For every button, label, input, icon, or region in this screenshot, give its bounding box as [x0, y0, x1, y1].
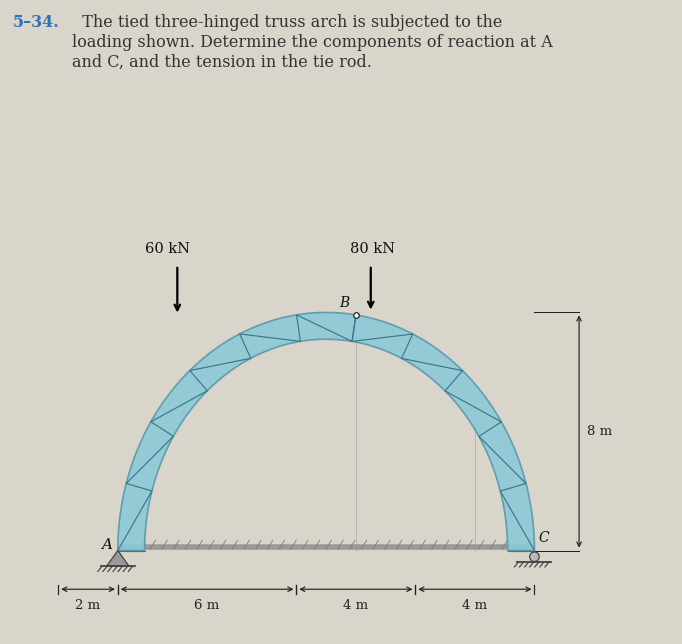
Text: 4 m: 4 m: [462, 599, 488, 612]
Text: 8 m: 8 m: [587, 425, 612, 438]
Text: 60 kN: 60 kN: [145, 242, 190, 256]
Text: 6 m: 6 m: [194, 599, 220, 612]
Text: 5–34.: 5–34.: [12, 14, 59, 32]
Polygon shape: [106, 551, 129, 566]
Text: A: A: [102, 538, 113, 552]
Text: The tied three-hinged truss arch is subjected to the
loading shown. Determine th: The tied three-hinged truss arch is subj…: [72, 14, 552, 71]
Text: 4 m: 4 m: [343, 599, 368, 612]
Text: 80 kN: 80 kN: [350, 242, 395, 256]
Text: 2 m: 2 m: [76, 599, 101, 612]
Polygon shape: [118, 312, 535, 551]
Circle shape: [530, 552, 539, 562]
Text: B: B: [340, 296, 350, 310]
Text: C: C: [539, 531, 550, 545]
